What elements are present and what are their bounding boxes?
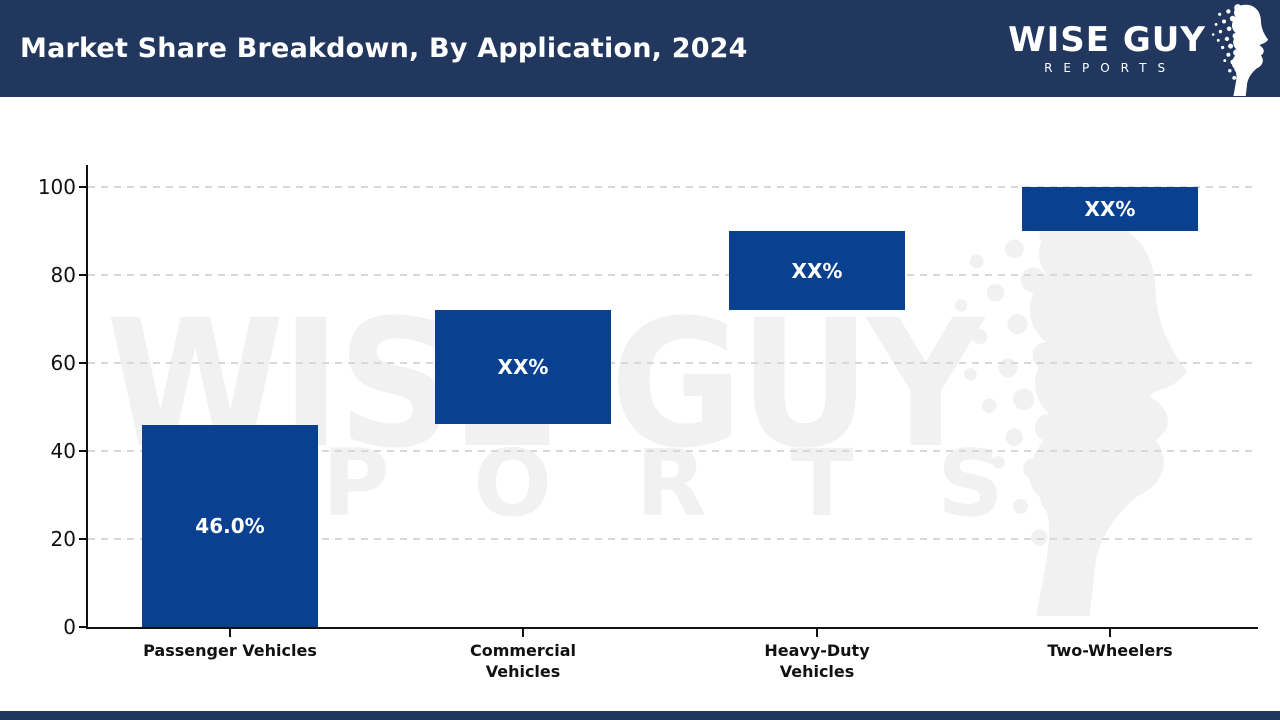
gridline [88,450,1258,452]
x-category-label-line: Passenger Vehicles [143,641,317,660]
footer-bar [0,711,1280,720]
bar [729,231,905,310]
gridline [88,274,1258,276]
y-tick-mark [79,626,88,628]
bar [435,310,611,425]
x-category-label-line: Commercial [469,641,577,660]
gridline [88,186,1258,188]
x-category-label-line: Vehicles [779,662,855,681]
y-tick-mark [79,362,88,364]
x-category-label: Heavy-Duty Vehicles [697,640,937,682]
x-category-label-line: Vehicles [485,662,561,681]
y-axis-line [86,165,88,629]
y-tick-label: 20 [50,527,76,551]
x-tick-mark [1109,629,1111,637]
x-category-label: Two-Wheelers [990,640,1230,661]
y-tick-mark [79,450,88,452]
brand-wordmark: WISE GUY [1008,19,1206,60]
y-tick-mark [79,538,88,540]
brand-text: WISE GUY REPORTS [1008,23,1206,75]
bar [142,424,318,627]
header: Market Share Breakdown, By Application, … [0,0,1280,97]
x-tick-mark [229,629,231,637]
brand-subtitle: REPORTS [1044,60,1177,75]
y-tick-mark [79,186,88,188]
bar-value-label: 46.0% [195,513,265,538]
gridline [88,362,1258,364]
x-category-label: Passenger Vehicles [110,640,350,661]
x-axis-line [86,627,1258,629]
gridline [88,538,1258,540]
y-tick-label: 0 [63,615,76,639]
x-tick-mark [522,629,524,637]
brand-logo: WISE GUY REPORTS [1008,0,1274,97]
y-tick-label: 40 [50,439,76,463]
y-tick-mark [79,274,88,276]
x-category-label-line: Two-Wheelers [1047,641,1173,660]
x-tick-mark [816,629,818,637]
bar-value-label: XX% [1084,197,1136,221]
x-category-label-line: Heavy-Duty [764,641,870,660]
y-tick-label: 80 [50,263,76,287]
y-tick-label: 60 [50,351,76,375]
y-tick-label: 100 [37,175,76,199]
bar-value-label: XX% [497,355,549,380]
bar-value-label: XX% [791,258,843,283]
x-category-label: Commercial Vehicles [403,640,643,682]
watermark-subtitle: P O R T S [322,430,1030,537]
page-title: Market Share Breakdown, By Application, … [20,33,748,64]
bar [1022,187,1198,231]
